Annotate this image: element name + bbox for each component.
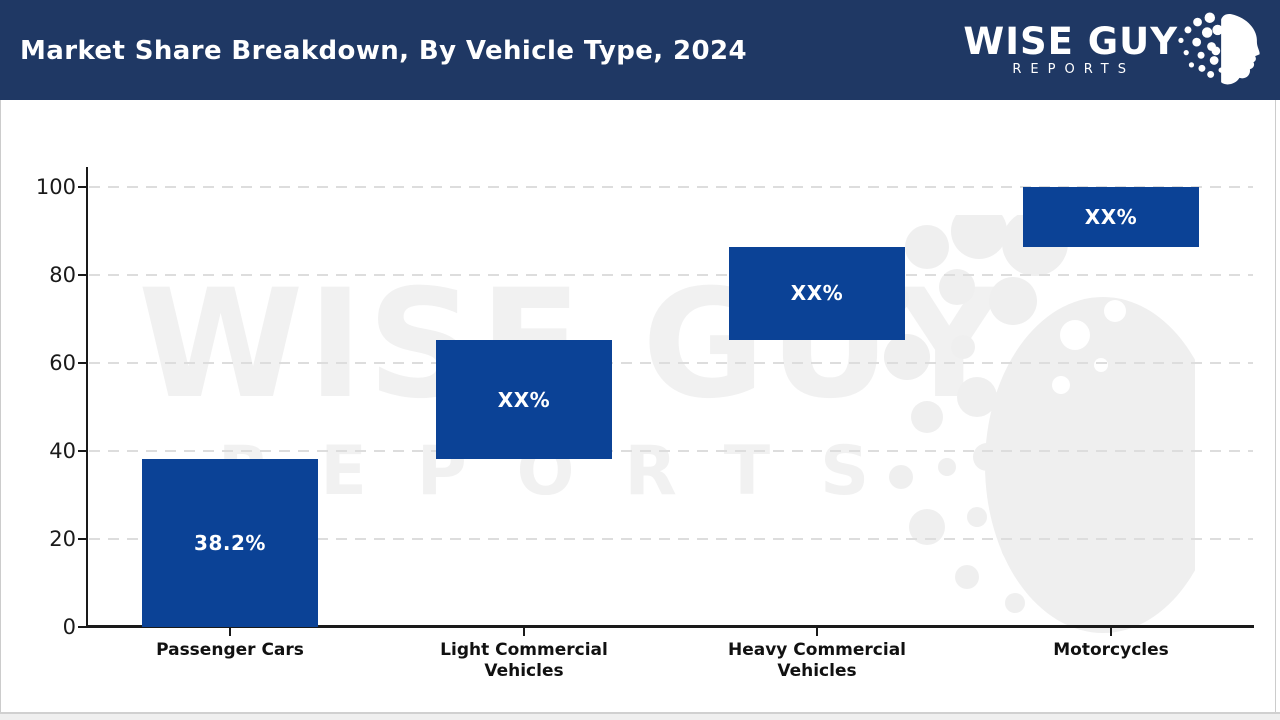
x-category-label-3: Heavy Commercial Vehicles xyxy=(727,640,906,682)
bar-2: XX% xyxy=(436,340,612,459)
y-tick-label-0: 0 xyxy=(62,615,76,639)
y-tick-label-80: 80 xyxy=(49,263,76,287)
bar-value-label: XX% xyxy=(497,387,551,412)
bottom-strip xyxy=(0,714,1280,720)
bar-3: XX% xyxy=(729,246,905,341)
y-tick-mark-40 xyxy=(78,450,86,452)
x-tick-mark-1 xyxy=(229,628,231,636)
bar-value-label: XX% xyxy=(1084,204,1138,229)
page-title: Market Share Breakdown, By Vehicle Type,… xyxy=(20,36,747,66)
logo-wordmark: WISE GUY xyxy=(963,19,1178,63)
y-tick-mark-100 xyxy=(78,186,86,188)
y-tick-mark-20 xyxy=(78,538,86,540)
x-category-label-4: Motorcycles xyxy=(1053,640,1169,660)
y-tick-label-60: 60 xyxy=(49,351,76,375)
left-border xyxy=(0,100,1,720)
right-border xyxy=(1275,100,1276,720)
y-tick-mark-0 xyxy=(78,626,86,628)
logo-subtitle: REPORTS xyxy=(1012,62,1135,78)
watermark-head-graphic xyxy=(881,215,1195,633)
gridline-20 xyxy=(89,538,1253,540)
gridline-100 xyxy=(89,186,1253,188)
y-tick-mark-80 xyxy=(78,274,86,276)
bar-value-label: 38.2% xyxy=(194,530,266,555)
x-axis-line xyxy=(86,625,1254,628)
x-tick-mark-2 xyxy=(523,628,525,636)
y-axis-line xyxy=(86,167,88,628)
y-tick-mark-60 xyxy=(78,362,86,364)
x-category-label-1: Passenger Cars xyxy=(156,640,304,660)
bar-4: XX% xyxy=(1023,187,1199,247)
gridline-40 xyxy=(89,450,1253,452)
bar-value-label: XX% xyxy=(790,281,844,306)
brand-logo: WISE GUY REPORTS xyxy=(963,8,1270,92)
bar-1: 38.2% xyxy=(142,458,318,627)
y-tick-label-20: 20 xyxy=(49,527,76,551)
header: Market Share Breakdown, By Vehicle Type,… xyxy=(0,0,1280,100)
x-tick-mark-3 xyxy=(816,628,818,636)
x-tick-mark-4 xyxy=(1110,628,1112,636)
logo-head-icon xyxy=(1178,12,1260,85)
y-tick-label-40: 40 xyxy=(49,439,76,463)
brand-logo-text: WISE GUY REPORTS xyxy=(963,19,1178,78)
gridline-60 xyxy=(89,362,1253,364)
y-tick-label-100: 100 xyxy=(35,175,76,199)
bottom-border-line xyxy=(0,712,1280,714)
gridline-80 xyxy=(89,274,1253,276)
x-category-label-2: Light Commercial Vehicles xyxy=(440,640,608,682)
